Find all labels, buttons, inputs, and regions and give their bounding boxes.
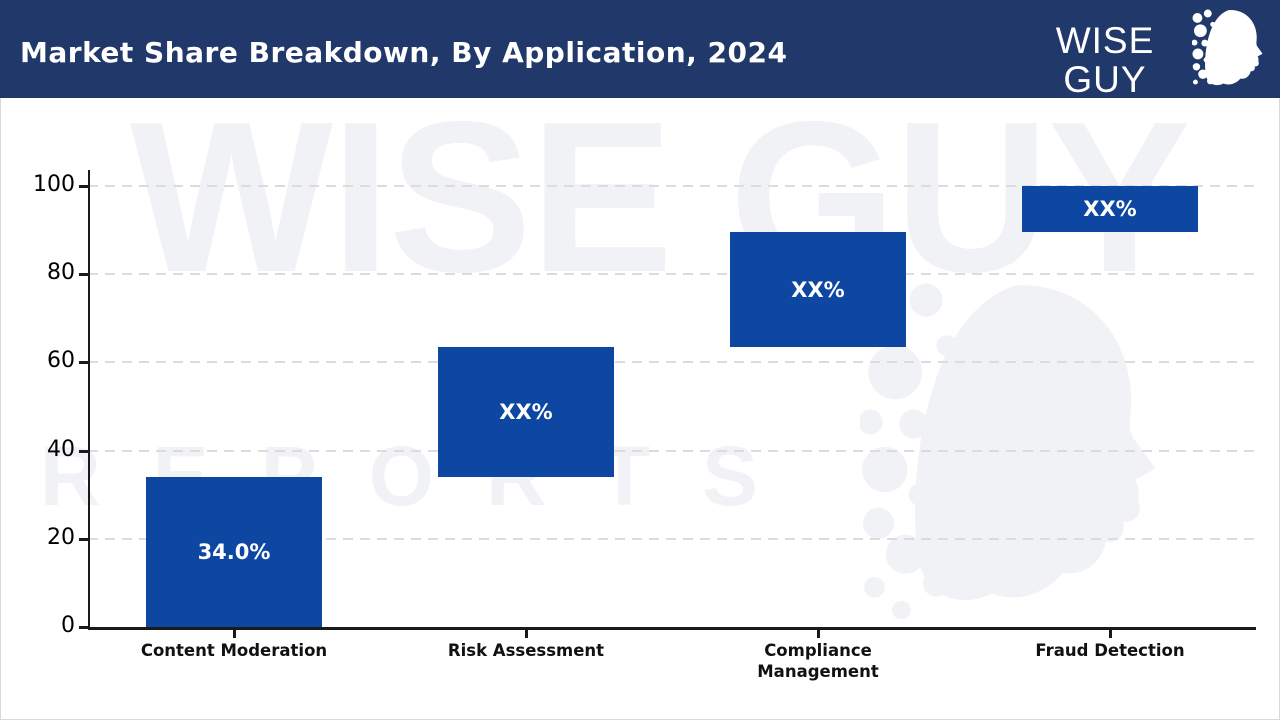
category-label: Compliance Management xyxy=(757,641,879,682)
x-tick-mark xyxy=(1108,630,1112,638)
y-tick-mark xyxy=(79,449,88,453)
brand-name: WISE GUY xyxy=(1055,20,1155,100)
y-tick-label: 0 xyxy=(61,613,75,638)
x-tick-mark xyxy=(816,630,820,638)
bar: XX% xyxy=(438,346,614,478)
y-tick-label: 20 xyxy=(47,524,75,550)
chart-title: Market Share Breakdown, By Application, … xyxy=(20,36,788,69)
brand-wordmark: WISE GUY REPORTS xyxy=(1016,20,1194,118)
x-tick-mark xyxy=(524,630,528,638)
y-tick-mark xyxy=(79,537,88,541)
brand-logo: WISE GUY REPORTS xyxy=(1016,6,1266,118)
gridline xyxy=(88,185,1256,187)
bar: 34.0% xyxy=(146,477,322,627)
y-tick-label: 40 xyxy=(47,436,75,462)
watermark-layer: WISE GUY REPORTS xyxy=(0,76,1280,720)
y-tick-mark xyxy=(79,185,88,188)
gridline xyxy=(88,537,1256,540)
y-tick-label: 80 xyxy=(47,260,75,286)
watermark-head-icon xyxy=(860,283,1156,620)
bar-value-label: XX% xyxy=(499,400,553,424)
gridline xyxy=(88,273,1256,276)
x-axis-line xyxy=(88,627,1256,630)
y-tick-mark xyxy=(79,626,88,629)
brand-subname: REPORTS xyxy=(1036,101,1182,118)
watermark-wordmark: WISE GUY xyxy=(130,76,1191,317)
y-tick-label: 100 xyxy=(33,172,75,197)
header-bar: Market Share Breakdown, By Application, … xyxy=(0,0,1280,118)
bar-value-label: 34.0% xyxy=(197,540,271,565)
y-tick-mark xyxy=(79,273,88,277)
y-axis-line xyxy=(88,170,90,630)
y-tick-label: 60 xyxy=(47,348,75,374)
category-label: Content Moderation xyxy=(140,641,328,660)
brand-head-icon xyxy=(1192,9,1263,86)
category-label: Risk Assessment xyxy=(447,641,605,660)
bar: XX% xyxy=(730,232,906,347)
bar-value-label: XX% xyxy=(791,277,845,302)
gridline xyxy=(88,449,1256,452)
y-tick-mark xyxy=(79,361,88,365)
bar: XX% xyxy=(1022,186,1198,233)
bar-value-label: XX% xyxy=(1083,197,1137,222)
gridline xyxy=(88,361,1256,364)
x-tick-mark xyxy=(232,630,236,638)
category-label: Fraud Detection xyxy=(1035,641,1185,660)
